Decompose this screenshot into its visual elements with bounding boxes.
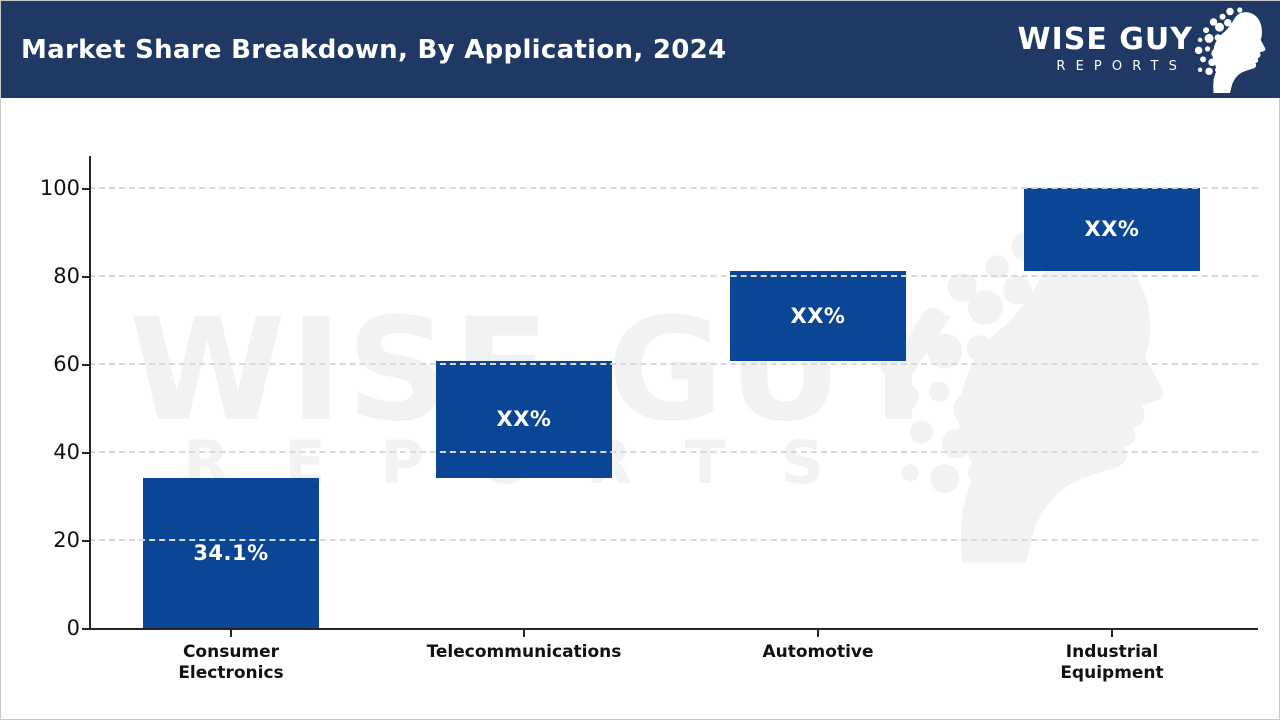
bar-value-label: XX% bbox=[1084, 217, 1140, 242]
header-bar: Market Share Breakdown, By Application, … bbox=[1, 1, 1280, 98]
bar-automotive: XX% bbox=[730, 270, 906, 361]
category-label-industrial-equipment: Industrial Equipment bbox=[992, 642, 1232, 685]
category-label-consumer-electronics: Consumer Electronics bbox=[111, 642, 351, 685]
category-label-line: Industrial bbox=[1065, 642, 1159, 662]
x-axis-line bbox=[89, 628, 1258, 630]
bar-value-label: XX% bbox=[496, 407, 552, 432]
category-label-line: Electronics bbox=[178, 663, 284, 684]
y-tick-100 bbox=[82, 188, 89, 190]
bar-industrial-equipment: XX% bbox=[1024, 188, 1200, 271]
bar-value-label: XX% bbox=[790, 303, 846, 328]
y-tick-label-40: 40 bbox=[53, 440, 80, 464]
brand-head-icon bbox=[1191, 7, 1269, 93]
brand-logo: WISE GUY REPORTS bbox=[1011, 1, 1271, 98]
x-tick-consumer-electronics bbox=[230, 630, 232, 637]
gridline-100 bbox=[89, 187, 1258, 189]
y-tick-label-100: 100 bbox=[39, 176, 80, 200]
y-axis-line bbox=[89, 156, 91, 630]
y-tick-40 bbox=[82, 452, 89, 454]
category-label-line: Telecommunications bbox=[426, 642, 622, 662]
gridline-40 bbox=[89, 451, 1258, 453]
category-label-automotive: Automotive bbox=[698, 642, 938, 663]
gridline-20 bbox=[89, 539, 1258, 541]
x-tick-telecommunications bbox=[523, 630, 525, 637]
y-tick-60 bbox=[82, 364, 89, 366]
y-tick-80 bbox=[82, 276, 89, 278]
bar-value-label: 34.1% bbox=[193, 540, 269, 565]
gridline-80 bbox=[89, 275, 1258, 277]
bar-telecommunications: XX% bbox=[436, 360, 612, 478]
x-tick-industrial-equipment bbox=[1111, 630, 1113, 637]
y-tick-label-60: 60 bbox=[53, 352, 80, 376]
y-tick-0 bbox=[82, 628, 89, 630]
category-label-line: Equipment bbox=[1060, 663, 1164, 684]
x-tick-automotive bbox=[817, 630, 819, 637]
bar-consumer-electronics: 34.1% bbox=[143, 477, 319, 628]
y-tick-label-20: 20 bbox=[53, 528, 80, 552]
category-label-line: Automotive bbox=[762, 642, 874, 662]
brand-logo-subtext: REPORTS bbox=[1056, 59, 1187, 74]
page-title: Market Share Breakdown, By Application, … bbox=[21, 34, 727, 65]
watermark-head-icon bbox=[881, 226, 1171, 566]
brand-logo-wordmark: WISE GUY bbox=[1017, 22, 1193, 57]
gridline-60 bbox=[89, 363, 1258, 365]
y-tick-20 bbox=[82, 540, 89, 542]
category-label-line: Consumer bbox=[182, 642, 280, 662]
y-tick-label-80: 80 bbox=[53, 264, 80, 288]
category-label-telecommunications: Telecommunications bbox=[404, 642, 644, 663]
chart-plot-area: WISE GUY REPORTS 34.1%XX%XX%XX% 02040608… bbox=[1, 98, 1280, 721]
y-tick-label-0: 0 bbox=[66, 616, 80, 640]
